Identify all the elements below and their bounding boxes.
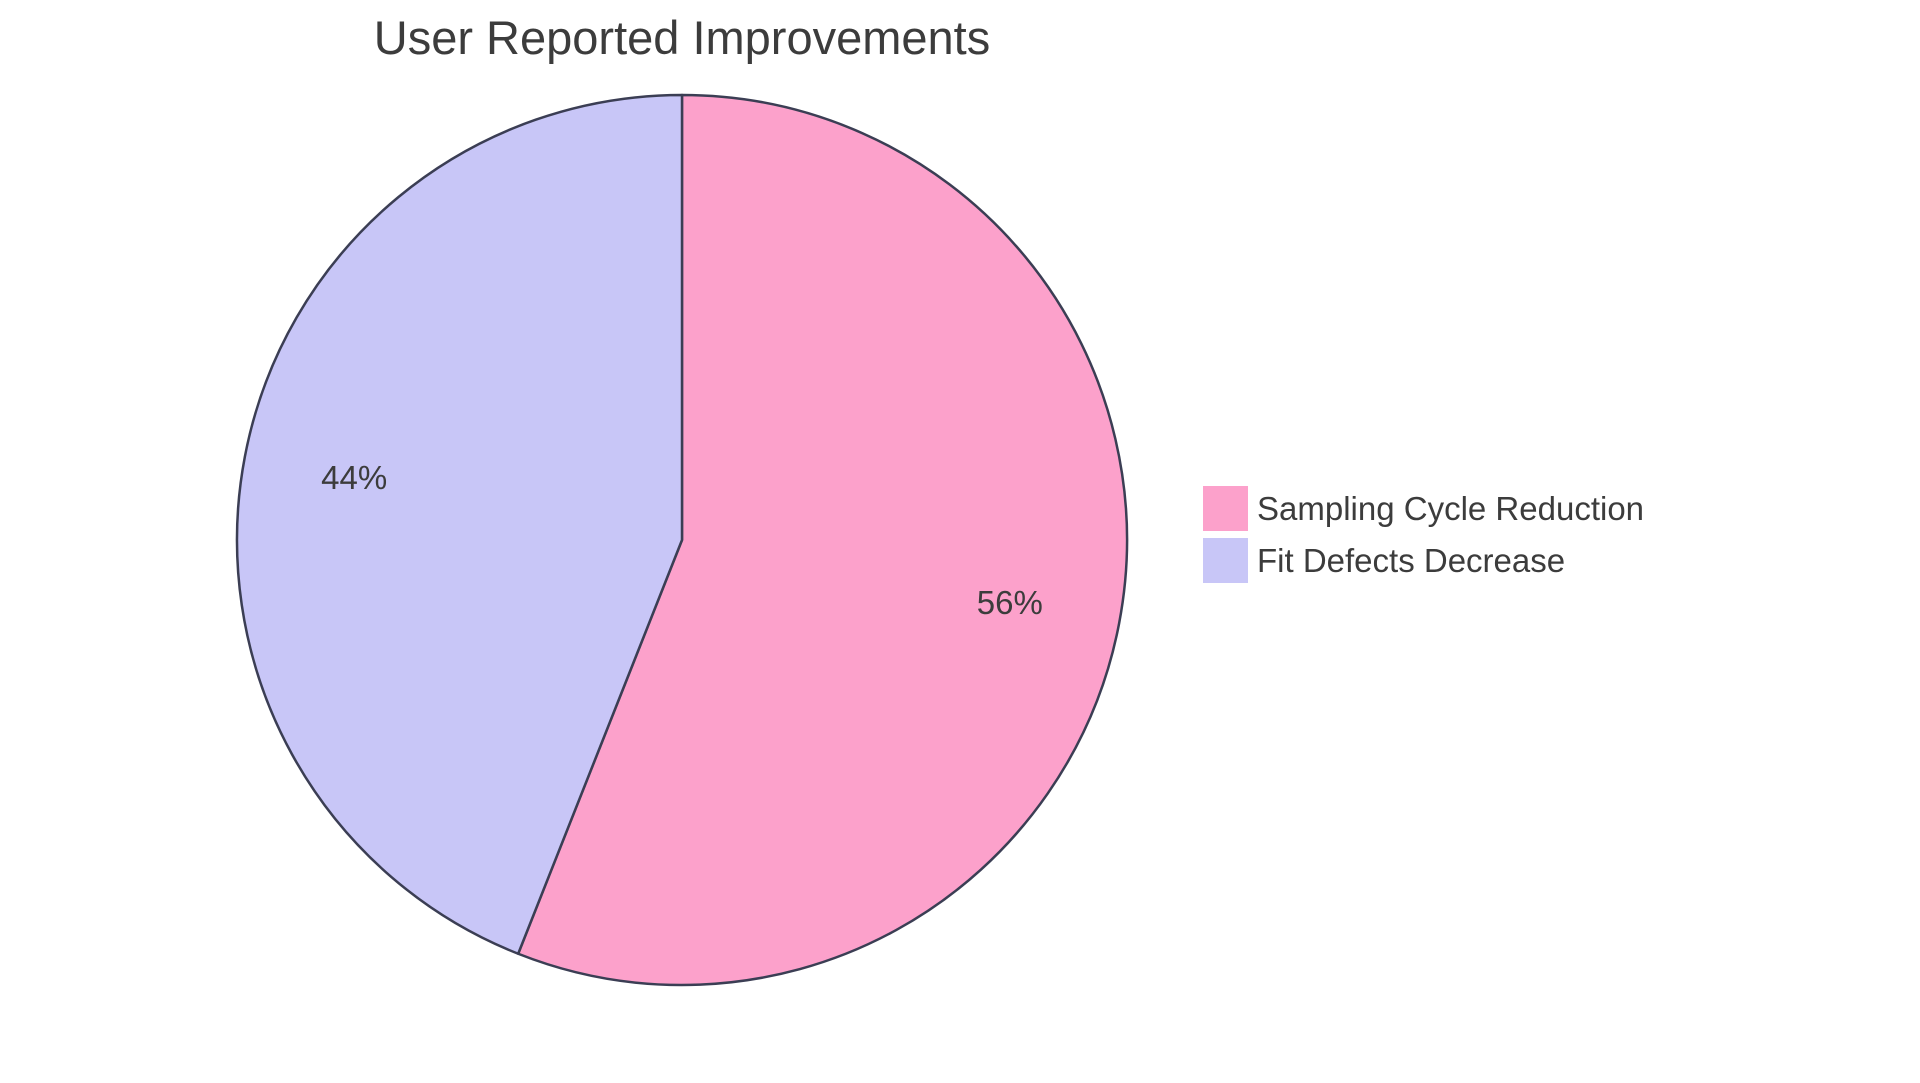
legend-item-fit-defects-decrease[interactable]: Fit Defects Decrease [1203, 538, 1644, 583]
pie-percent-label-sampling-cycle-reduction: 56% [977, 584, 1043, 621]
pie-percent-label-fit-defects-decrease: 44% [321, 459, 387, 496]
legend-swatch-fit-defects-decrease [1203, 538, 1248, 583]
legend-label: Sampling Cycle Reduction [1257, 489, 1645, 527]
chart-title: User Reported Improvements [373, 11, 991, 64]
pie-slice-fit-defects-decrease[interactable] [235, 93, 684, 955]
legend-label: Fit Defects Decrease [1257, 541, 1566, 579]
legend: Sampling Cycle Reduction Fit Defects Decr… [1203, 486, 1644, 583]
legend-item-sampling-cycle-reduction[interactable]: Sampling Cycle Reduction [1203, 486, 1644, 531]
legend-swatch-sampling-cycle-reduction [1203, 486, 1248, 531]
pie-slice-sampling-cycle-reduction[interactable] [516, 93, 1129, 987]
